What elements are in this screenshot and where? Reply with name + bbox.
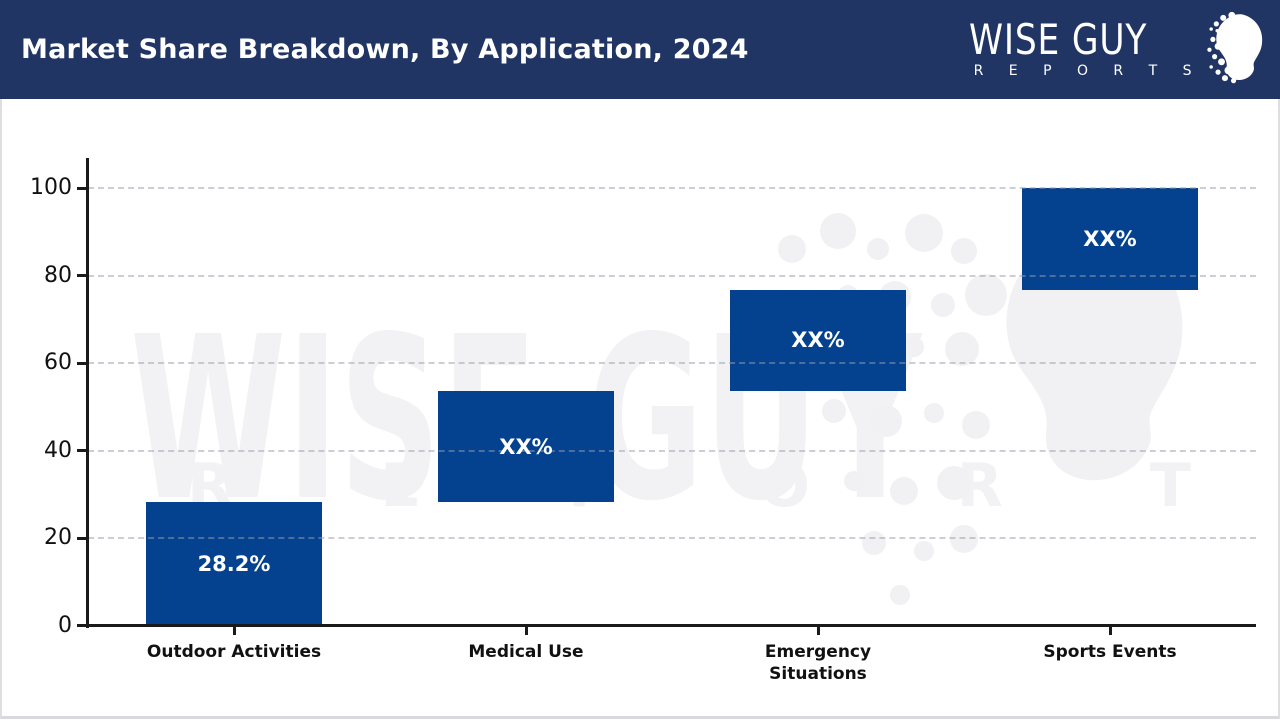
y-tick-label-100: 100 (30, 175, 72, 200)
x-tick-label-emergency-situations: Emergency Situations (708, 641, 928, 685)
x-axis-line (85, 624, 1256, 627)
gridline-40 (88, 449, 1256, 452)
y-tick-40 (77, 449, 86, 452)
x-tick-label-line: Medical Use (468, 642, 584, 662)
header: Market Share Breakdown, By Application, … (0, 0, 1280, 99)
x-tick-label-line: Sports Events (1043, 642, 1177, 662)
y-axis-line (85, 158, 89, 628)
bar-label-sports-events: XX% (1083, 226, 1137, 251)
wiseguy-logo: WISE GUY R E P O R T S (969, 8, 1268, 88)
logo-subtitle-text: R E P O R T S (973, 62, 1202, 79)
y-tick-60 (77, 361, 86, 365)
x-tick-label-line: Outdoor Activities (146, 642, 322, 662)
page-title: Market Share Breakdown, By Application, … (21, 34, 749, 65)
gridline-100 (88, 187, 1256, 189)
gridline-60 (88, 362, 1256, 364)
x-tick-label-medical-use: Medical Use (416, 641, 636, 663)
gridline-80 (88, 274, 1256, 277)
y-tick-0 (77, 624, 86, 627)
gridline-20 (88, 537, 1256, 539)
x-tick-sports-events (1108, 627, 1112, 635)
x-tick-medical-use (524, 627, 528, 635)
x-tick-label-line: Situations (769, 664, 867, 684)
bar-outdoor-activities (146, 502, 322, 626)
y-tick-20 (77, 536, 86, 540)
x-tick-label-sports-events: Sports Events (1000, 641, 1220, 663)
bar-label-emergency-situations: XX% (791, 328, 845, 353)
y-tick-label-60: 60 (44, 350, 72, 375)
bar-medical-use (438, 391, 614, 503)
bar-label-outdoor-activities: 28.2% (197, 551, 271, 576)
logo-title-text: WISE GUY (968, 14, 1147, 64)
x-tick-label-outdoor-activities: Outdoor Activities (124, 641, 344, 663)
logo-wordmark: WISE GUY R E P O R T S (968, 14, 1202, 79)
wiseguy-face-icon (1207, 11, 1263, 84)
y-tick-label-0: 0 (58, 612, 72, 638)
y-tick-100 (77, 186, 86, 190)
y-tick-label-80: 80 (44, 262, 72, 288)
bar-label-medical-use: XX% (499, 434, 553, 459)
x-tick-outdoor-activities (232, 627, 236, 635)
y-tick-80 (77, 274, 86, 277)
y-tick-label-20: 20 (44, 525, 72, 550)
x-tick-emergency-situations (816, 627, 820, 635)
x-tick-label-line: Emergency (764, 642, 872, 662)
y-tick-label-40: 40 (44, 437, 72, 463)
